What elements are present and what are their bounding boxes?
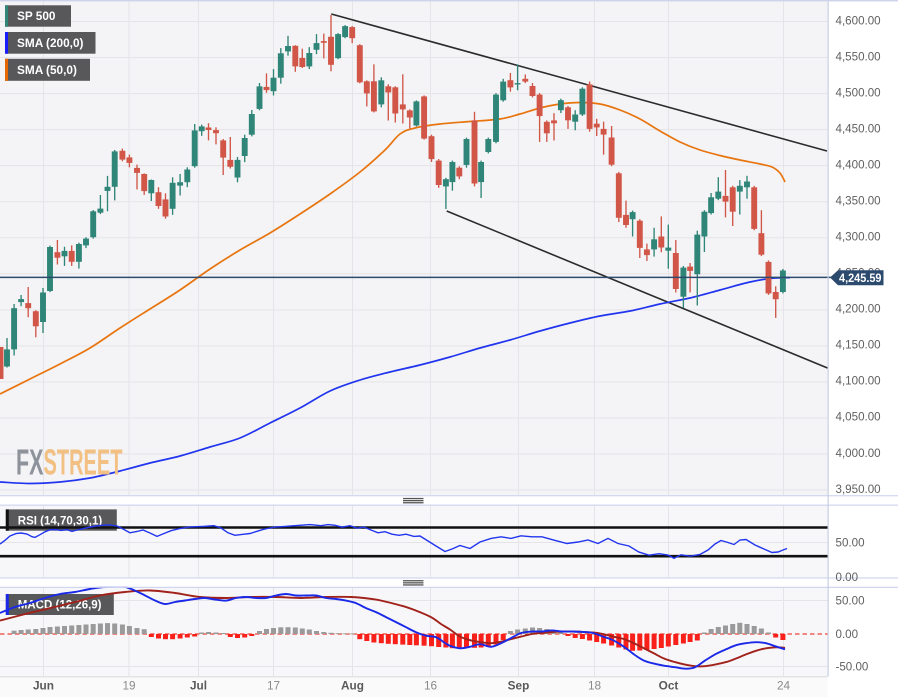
svg-text:STREET: STREET — [44, 442, 123, 483]
svg-text:RSI (14,70,30,1): RSI (14,70,30,1) — [18, 515, 103, 527]
svg-text:Jul: Jul — [190, 679, 207, 693]
svg-text:18: 18 — [588, 679, 602, 693]
svg-text:4,400.00: 4,400.00 — [836, 158, 881, 171]
svg-text:Oct: Oct — [659, 679, 679, 693]
svg-text:24: 24 — [777, 679, 791, 693]
svg-text:Sep: Sep — [508, 679, 530, 693]
svg-text:Aug: Aug — [341, 679, 364, 693]
svg-text:4,100.00: 4,100.00 — [836, 375, 881, 388]
svg-text:4,300.00: 4,300.00 — [836, 231, 881, 244]
svg-text:4,050.00: 4,050.00 — [836, 411, 881, 424]
svg-text:16: 16 — [424, 679, 438, 693]
svg-text:19: 19 — [122, 679, 135, 693]
svg-text:SMA (200,0): SMA (200,0) — [17, 36, 84, 50]
svg-text:4,245.59: 4,245.59 — [839, 271, 882, 285]
svg-text:3,950.00: 3,950.00 — [836, 483, 881, 496]
svg-text:4,550.00: 4,550.00 — [836, 50, 881, 63]
svg-text:0.00: 0.00 — [836, 628, 859, 641]
svg-text:0.00: 0.00 — [836, 571, 859, 584]
svg-text:4,000.00: 4,000.00 — [836, 447, 881, 460]
svg-text:FX: FX — [16, 442, 44, 483]
svg-text:50.00: 50.00 — [836, 594, 865, 607]
svg-text:17: 17 — [267, 679, 280, 693]
svg-text:4,450.00: 4,450.00 — [836, 122, 881, 135]
svg-text:4,500.00: 4,500.00 — [836, 86, 881, 99]
svg-text:SP 500: SP 500 — [17, 9, 56, 23]
svg-text:4,600.00: 4,600.00 — [836, 14, 881, 27]
svg-text:4,150.00: 4,150.00 — [836, 339, 881, 352]
svg-text:SMA (50,0): SMA (50,0) — [17, 63, 77, 77]
svg-text:50.00: 50.00 — [836, 536, 865, 549]
svg-text:-50.00: -50.00 — [836, 660, 869, 673]
svg-text:4,200.00: 4,200.00 — [836, 303, 881, 316]
svg-text:Jun: Jun — [33, 679, 54, 693]
svg-text:4,350.00: 4,350.00 — [836, 195, 881, 208]
